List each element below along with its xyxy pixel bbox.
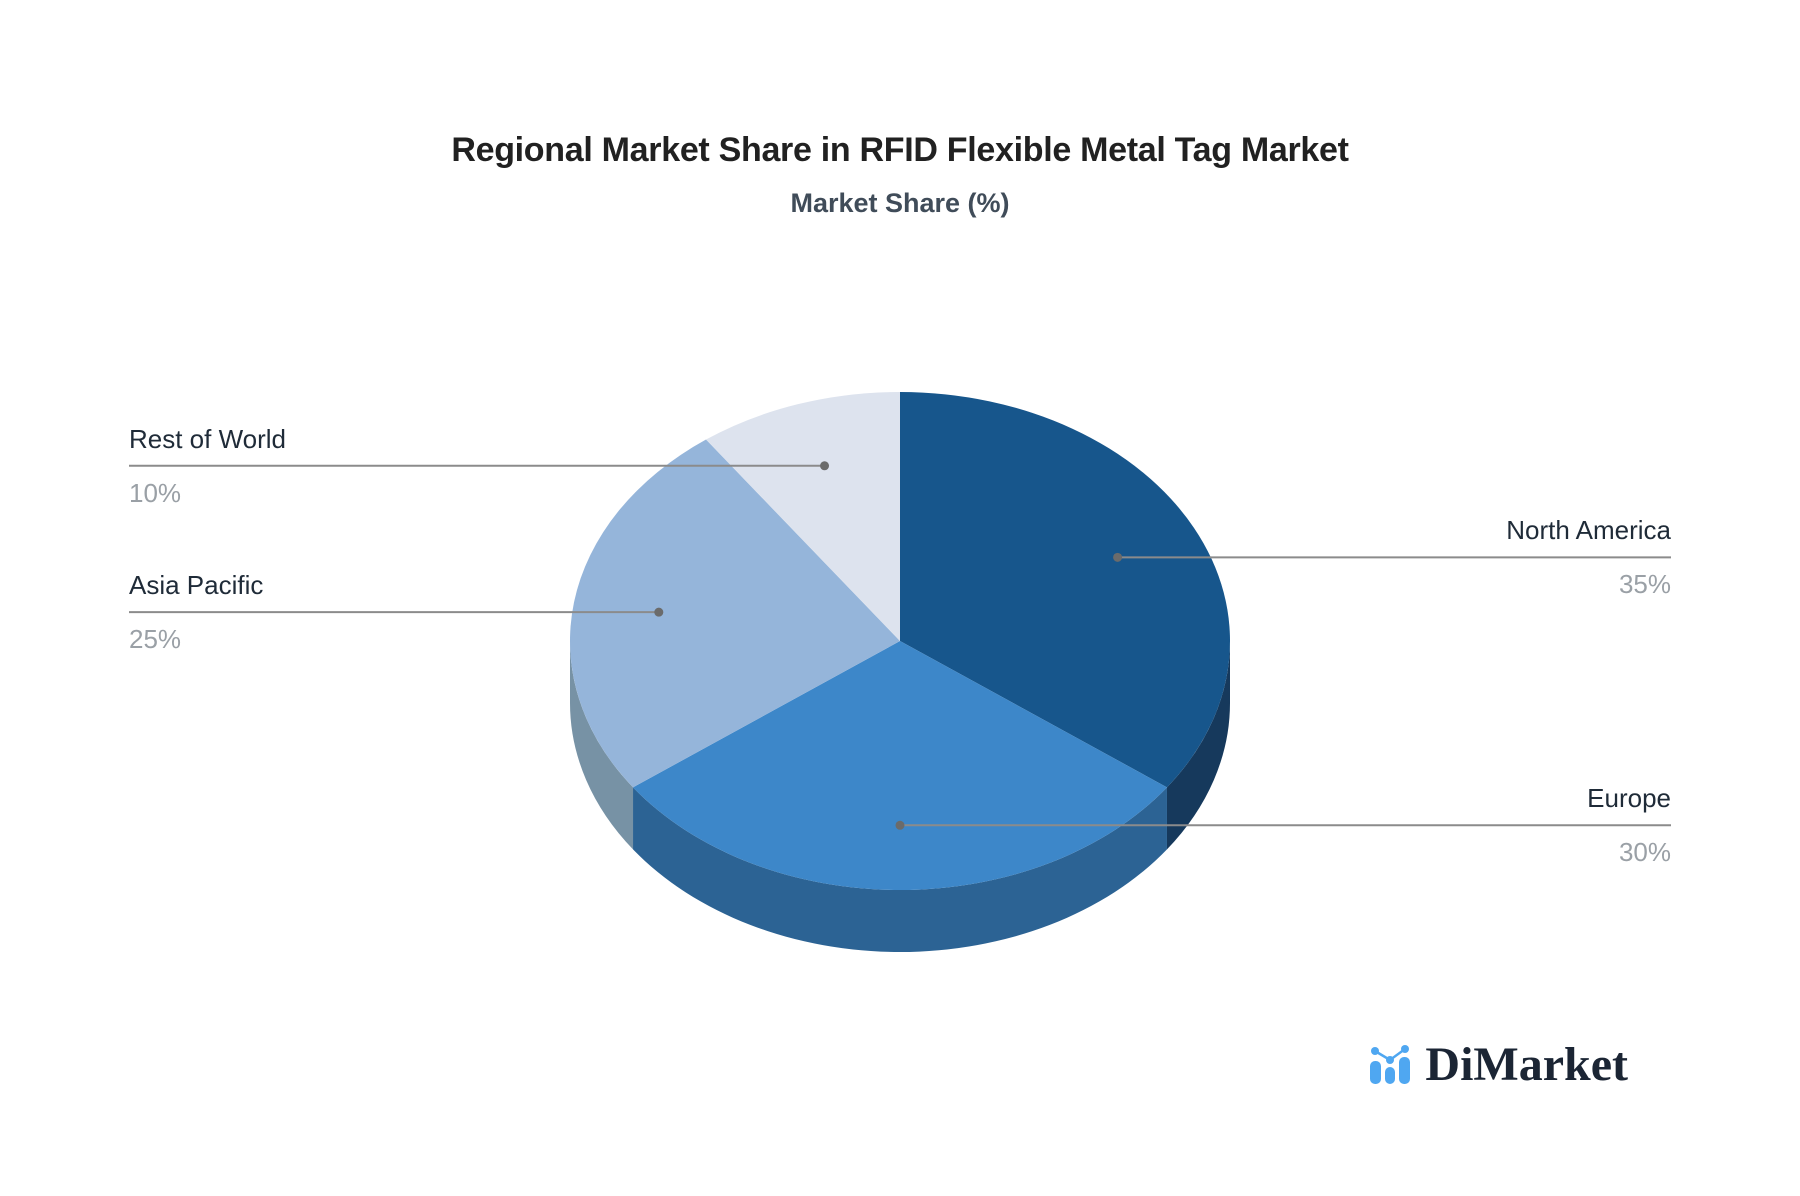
slice-label-rest-of-world: Rest of World <box>129 423 287 454</box>
bar-chart-trend-icon <box>1370 1045 1411 1084</box>
slice-value-asia-pacific: 25% <box>129 624 182 655</box>
slice-value-north-america: 35% <box>1618 569 1671 600</box>
slice-label-europe: Europe <box>1587 783 1671 814</box>
slice-label-asia-pacific: Asia Pacific <box>129 570 264 601</box>
chart-title: Regional Market Share in RFID Flexible M… <box>451 131 1349 169</box>
slice-label-north-america: North America <box>1506 515 1671 546</box>
logo-text: DiMarket <box>1425 1038 1628 1091</box>
chart-subtitle: Market Share (%) <box>790 188 1010 218</box>
slice-value-rest-of-world: 10% <box>129 477 182 508</box>
slice-value-europe: 30% <box>1618 837 1671 868</box>
pie-slice-europe[interactable] <box>633 641 1167 890</box>
pie-slice-north-america[interactable] <box>900 392 1230 788</box>
pie-slice-asia-pacific[interactable] <box>570 439 900 788</box>
dimarket-logo: DiMarket <box>1368 1038 1628 1091</box>
pie-slice-rest-of-world[interactable] <box>706 392 900 641</box>
pie-slice-side-north-america <box>1166 641 1230 850</box>
leader-dot-rest-of-world <box>820 461 830 471</box>
leader-dot-europe <box>895 820 905 830</box>
leader-dot-north-america <box>1113 552 1123 562</box>
leader-dot-asia-pacific <box>654 607 664 617</box>
pie-slice-side-europe <box>633 787 1167 952</box>
pie-slice-side-asia-pacific <box>570 641 634 850</box>
